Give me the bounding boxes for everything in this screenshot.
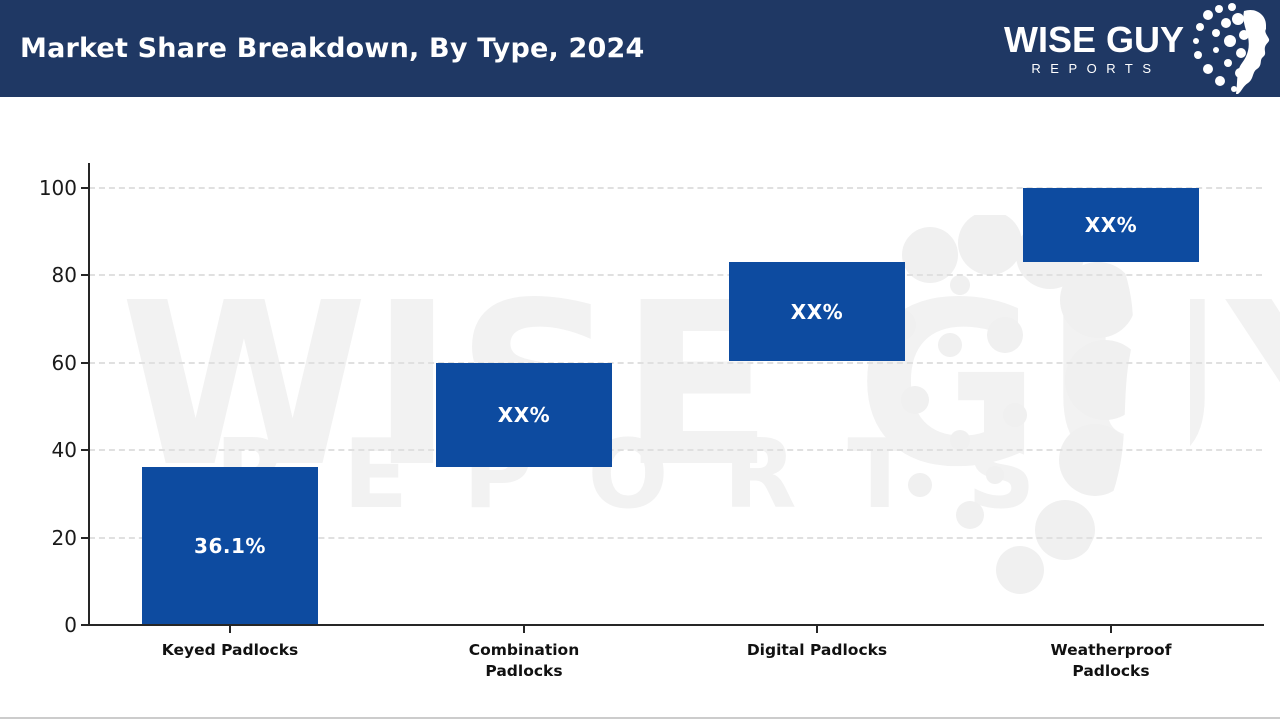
x-tick-mark <box>1110 626 1112 633</box>
logo-head-icon <box>1193 2 1270 94</box>
x-category-label: Digital Padlocks <box>707 640 927 661</box>
y-tick-label: 100 <box>38 175 77 200</box>
bar-value-label: XX% <box>790 299 844 324</box>
y-tick-label: 80 <box>51 263 77 287</box>
y-axis-line <box>88 163 90 625</box>
y-tick-mark <box>81 536 89 539</box>
watermark-subtitle: REPORTS <box>215 420 1091 530</box>
x-tick-mark <box>816 626 818 633</box>
bar-combination-padlocks: XX% <box>436 362 612 468</box>
y-tick-label: 60 <box>51 350 77 375</box>
y-tick-mark <box>81 449 89 451</box>
gridline <box>89 536 1262 539</box>
y-tick-mark <box>81 274 89 276</box>
x-axis-line <box>88 624 1264 626</box>
x-category-label: Combination Padlocks <box>414 640 634 682</box>
y-tick-label: 20 <box>51 525 77 550</box>
x-category-label: Keyed Padlocks <box>120 640 340 661</box>
logo-wordmark: WISE GUY <box>1003 18 1184 60</box>
x-category-label-line: Combination <box>468 641 580 659</box>
x-category-label-line: Weatherproof <box>1050 641 1172 659</box>
bar-weatherproof-padlocks: XX% <box>1023 187 1199 262</box>
logo-subtitle: REPORTS <box>1031 60 1161 76</box>
wise-guy-logo: WISE GUY REPORTS <box>1003 2 1280 95</box>
page-title: Market Share Breakdown, By Type, 2024 <box>20 33 645 64</box>
y-tick-label: 40 <box>51 438 77 462</box>
x-category-label-line: Padlocks <box>485 662 563 680</box>
bar-value-label: XX% <box>1084 212 1138 237</box>
bar-digital-padlocks: XX% <box>729 261 905 362</box>
watermark-face-cutout <box>1070 235 1190 585</box>
x-tick-mark <box>523 626 525 633</box>
gridline <box>89 186 1262 189</box>
y-tick-label: 0 <box>64 613 77 637</box>
gridline <box>89 361 1262 364</box>
y-tick-mark <box>81 624 89 626</box>
bottom-border-line <box>0 717 1280 719</box>
y-tick-mark <box>81 186 89 189</box>
gridline <box>89 449 1262 451</box>
x-category-label-line: Digital Padlocks <box>746 641 888 659</box>
logo-text: WISE GUY REPORTS <box>1003 18 1184 76</box>
header-bar: Market Share Breakdown, By Type, 2024 WI… <box>0 0 1280 97</box>
bar-value-label: XX% <box>497 402 551 427</box>
x-category-label-line: Keyed Padlocks <box>161 641 299 659</box>
x-category-label-line: Padlocks <box>1072 662 1150 680</box>
bar-value-label: 36.1% <box>194 534 266 559</box>
x-tick-mark <box>229 626 231 633</box>
y-tick-mark <box>81 361 89 364</box>
bar-keyed-padlocks: 36.1% <box>142 467 318 625</box>
gridline <box>89 274 1262 276</box>
x-category-label: Weatherproof Padlocks <box>1001 640 1221 682</box>
